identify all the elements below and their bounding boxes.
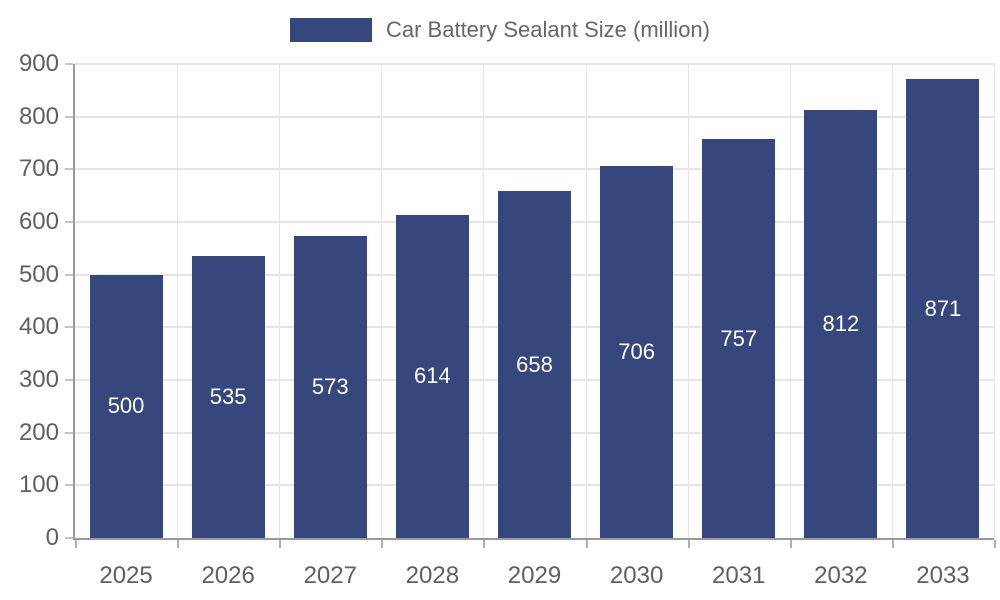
y-axis-tick: [65, 537, 73, 539]
bar-value-label: 500: [107, 393, 145, 419]
bar-value-label: 812: [822, 311, 860, 337]
x-axis-tick-label: 2029: [507, 562, 562, 589]
x-gridline: [381, 64, 382, 538]
bar-value-label: 614: [414, 363, 451, 389]
y-axis-tick-label: 500: [18, 260, 59, 288]
y-axis-tick-label: 200: [18, 418, 59, 446]
x-gridline: [279, 64, 280, 538]
bar: [396, 215, 469, 538]
y-axis-tick-label: 300: [18, 366, 59, 393]
bar: [90, 275, 163, 538]
bar: [804, 110, 877, 538]
legend-label: Car Battery Sealant Size (million): [385, 17, 710, 42]
y-axis-tick-label: 100: [18, 471, 59, 499]
y-axis-tick: [65, 63, 73, 65]
x-axis-tick-label: 2031: [712, 562, 766, 589]
x-axis-tick: [381, 540, 383, 548]
x-gridline: [177, 64, 178, 538]
y-axis-tick: [65, 168, 73, 171]
x-axis-tick: [177, 540, 179, 548]
y-axis-tick-label: 400: [18, 313, 59, 341]
x-axis-tick: [688, 540, 690, 548]
bar: [702, 139, 775, 538]
y-axis-tick: [65, 115, 73, 118]
y-axis-tick: [65, 326, 73, 329]
legend: Car Battery Sealant Size (million): [0, 18, 1000, 42]
x-gridline: [790, 64, 791, 538]
y-axis-tick: [65, 379, 73, 381]
bar-value-label: 871: [924, 295, 962, 321]
legend-swatch: [289, 18, 372, 42]
y-axis-tick: [65, 484, 73, 487]
y-axis-tick-label: 0: [45, 524, 59, 551]
bar: [498, 191, 571, 538]
x-axis-tick-label: 2032: [814, 562, 868, 589]
y-axis-tick: [65, 431, 73, 434]
bar-value-label: 706: [618, 339, 655, 365]
bar-value-label: 757: [720, 325, 758, 351]
x-axis-tick-label: 2027: [303, 562, 357, 589]
x-axis-tick: [75, 540, 77, 548]
x-axis-tick-label: 2030: [609, 562, 664, 589]
y-gridline: [75, 115, 994, 118]
bar: [906, 79, 979, 538]
x-gridline: [892, 64, 893, 538]
bar-value-label: 535: [209, 384, 247, 410]
bar-value-label: 658: [516, 351, 553, 377]
x-gridline: [994, 64, 995, 538]
x-axis-tick: [994, 540, 996, 548]
x-gridline: [483, 64, 484, 538]
y-axis-tick-label: 800: [18, 102, 59, 130]
bar: [192, 256, 265, 538]
x-axis-tick-label: 2033: [916, 562, 970, 589]
y-axis-tick: [65, 273, 73, 276]
x-gridline: [586, 64, 587, 538]
x-axis-tick: [790, 540, 792, 548]
y-gridline: [75, 63, 994, 65]
x-axis-tick: [586, 540, 588, 548]
y-axis-tick-label: 700: [18, 155, 59, 183]
x-gridline: [688, 64, 689, 538]
x-axis-tick-label: 2025: [99, 562, 153, 589]
bar: [600, 166, 673, 538]
y-gridline: [75, 168, 994, 171]
y-axis-tick-label: 600: [18, 208, 59, 235]
y-axis-tick-label: 900: [18, 50, 59, 77]
x-axis-tick: [279, 540, 281, 548]
plot-area: 0 100 200 300 400 500 600 700 800 900 500 2025 535 20…: [19, 50, 996, 589]
x-axis-tick-label: 2026: [201, 562, 255, 589]
bar: [294, 236, 367, 538]
x-axis-tick-label: 2028: [405, 562, 460, 589]
y-axis-tick: [65, 221, 73, 223]
bar-value-label: 573: [311, 374, 349, 400]
x-axis-tick: [892, 540, 894, 548]
x-axis-tick: [483, 540, 485, 548]
